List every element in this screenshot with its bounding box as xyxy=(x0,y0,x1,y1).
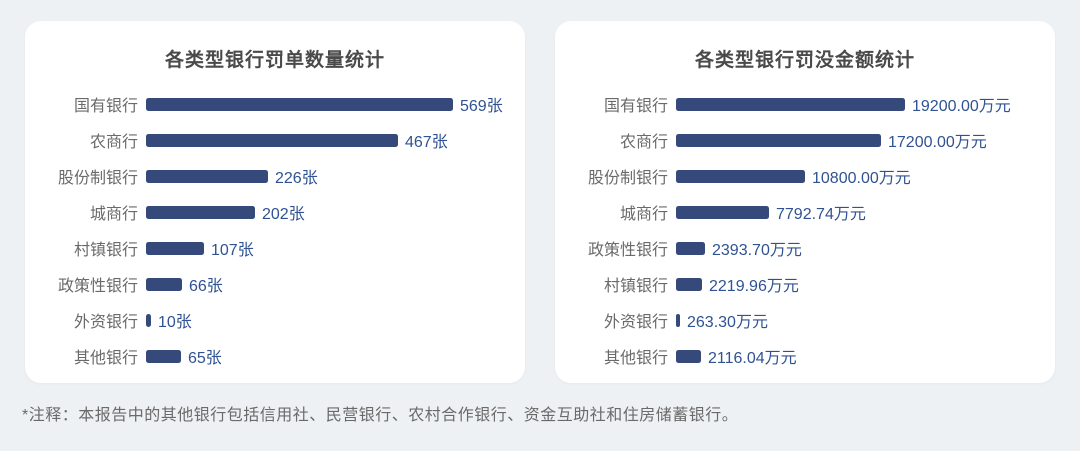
bar-row: 外资银行 10张 xyxy=(25,302,525,338)
bar-row: 城商行 7792.74万元 xyxy=(555,194,1055,230)
bar-row: 国有银行 569张 xyxy=(25,86,525,122)
bar-row: 农商行 17200.00万元 xyxy=(555,122,1055,158)
bar-value-label: 107张 xyxy=(211,242,254,259)
bar-row: 城商行 202张 xyxy=(25,194,525,230)
bar-category-label: 村镇银行 xyxy=(73,242,138,259)
bar xyxy=(146,277,182,291)
bar xyxy=(146,169,268,183)
bar-category-label: 其他银行 xyxy=(603,350,668,367)
bar xyxy=(676,313,680,327)
bar-row: 其他银行 2116.04万元 xyxy=(555,338,1055,374)
bar-value-label: 17200.00万元 xyxy=(888,134,987,151)
penalty-amount-chart-card: 各类型银行罚没金额统计 国有银行 19200.00万元农商行 17200.00万元股… xyxy=(555,21,1055,383)
bar-row: 外资银行 263.30万元 xyxy=(555,302,1055,338)
bar-category-label: 其他银行 xyxy=(73,350,138,367)
bar-category-label: 政策性银行 xyxy=(57,278,138,295)
bar xyxy=(146,313,151,327)
bar xyxy=(676,169,805,183)
bar-value-label: 19200.00万元 xyxy=(912,98,1011,115)
bar-category-label: 农商行 xyxy=(89,134,138,151)
bar-category-label: 政策性银行 xyxy=(587,242,668,259)
bar-row: 农商行 467张 xyxy=(25,122,525,158)
bar-value-label: 2393.70万元 xyxy=(712,242,802,259)
bar xyxy=(146,97,453,111)
penalty-count-chart-card: 各类型银行罚单数量统计 国有银行 569张农商行 467张股份制银行 226张城商行 2… xyxy=(25,21,525,383)
bar-row: 村镇银行 107张 xyxy=(25,230,525,266)
bar xyxy=(676,241,705,255)
bar-category-label: 国有银行 xyxy=(73,98,138,115)
penalty-amount-chart-rows: 国有银行 19200.00万元农商行 17200.00万元股份制银行 10800.00… xyxy=(555,86,1055,374)
bar-value-label: 65张 xyxy=(188,350,222,367)
bar xyxy=(676,133,881,147)
bar xyxy=(676,97,905,111)
bar-row: 政策性银行 66张 xyxy=(25,266,525,302)
bar-row: 村镇银行 2219.96万元 xyxy=(555,266,1055,302)
bar-category-label: 外资银行 xyxy=(603,314,668,331)
bar-row: 股份制银行 10800.00万元 xyxy=(555,158,1055,194)
bar-value-label: 10800.00万元 xyxy=(812,170,911,187)
bar-row: 国有银行 19200.00万元 xyxy=(555,86,1055,122)
penalty-count-chart-title: 各类型银行罚单数量统计 xyxy=(164,50,385,71)
penalty-amount-chart-title: 各类型银行罚没金额统计 xyxy=(694,50,915,71)
bar-value-label: 7792.74万元 xyxy=(776,206,866,223)
bar-value-label: 467张 xyxy=(405,134,448,151)
bar xyxy=(676,277,702,291)
bar-category-label: 城商行 xyxy=(619,206,668,223)
bar-category-label: 外资银行 xyxy=(73,314,138,331)
penalty-count-chart-rows: 国有银行 569张农商行 467张股份制银行 226张城商行 202张村镇银行 107张政… xyxy=(25,86,525,374)
bar xyxy=(676,349,701,363)
bar-value-label: 2116.04万元 xyxy=(708,350,797,367)
bar-category-label: 村镇银行 xyxy=(603,278,668,295)
bar-row: 股份制银行 226张 xyxy=(25,158,525,194)
report-footnote: *注释：本报告中的其他银行包括信用社、民营银行、农村合作银行、资金互助社和住房储… xyxy=(22,407,739,424)
bar-value-label: 263.30万元 xyxy=(687,314,768,331)
bar-row: 政策性银行 2393.70万元 xyxy=(555,230,1055,266)
bar-value-label: 2219.96万元 xyxy=(709,278,799,295)
bar-row: 其他银行 65张 xyxy=(25,338,525,374)
bar xyxy=(146,133,398,147)
bar-value-label: 66张 xyxy=(189,278,223,295)
bar-category-label: 国有银行 xyxy=(603,98,668,115)
bar xyxy=(146,205,255,219)
bar xyxy=(146,241,204,255)
bar xyxy=(146,349,181,363)
bar-category-label: 农商行 xyxy=(619,134,668,151)
bar xyxy=(676,205,769,219)
bar-value-label: 202张 xyxy=(262,206,305,223)
bar-category-label: 股份制银行 xyxy=(587,170,668,187)
bar-value-label: 226张 xyxy=(275,170,318,187)
bar-category-label: 城商行 xyxy=(89,206,138,223)
bar-category-label: 股份制银行 xyxy=(57,170,138,187)
bar-value-label: 569张 xyxy=(460,98,503,115)
bar-value-label: 10张 xyxy=(158,314,192,331)
